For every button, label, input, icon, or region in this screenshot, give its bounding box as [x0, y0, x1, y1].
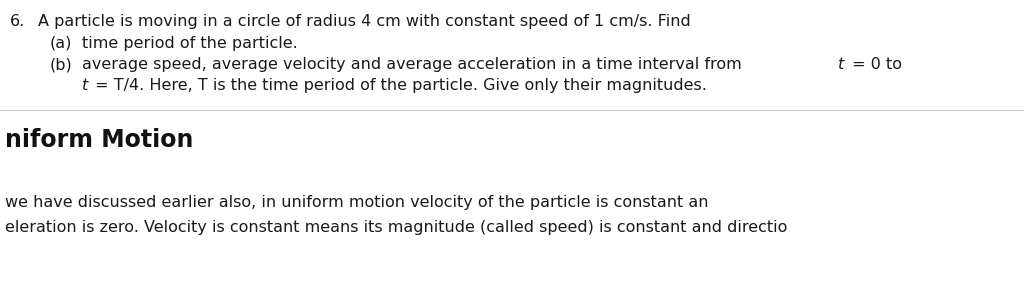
Text: A particle is moving in a circle of radius 4 cm with constant speed of 1 cm/s. F: A particle is moving in a circle of radi…: [38, 14, 691, 29]
Text: (b): (b): [50, 57, 73, 72]
Text: t: t: [838, 57, 844, 72]
Text: 6.: 6.: [10, 14, 26, 29]
Text: average speed, average velocity and average acceleration in a time interval from: average speed, average velocity and aver…: [82, 57, 746, 72]
Text: we have discussed earlier also, in uniform motion velocity of the particle is co: we have discussed earlier also, in unifo…: [5, 195, 709, 210]
Text: eleration is zero. Velocity is constant means its magnitude (called speed) is co: eleration is zero. Velocity is constant …: [5, 220, 787, 235]
Text: niform Motion: niform Motion: [5, 128, 194, 152]
Text: = 0 to: = 0 to: [847, 57, 902, 72]
Text: = T/4. Here, T is the time period of the particle. Give only their magnitudes.: = T/4. Here, T is the time period of the…: [90, 78, 707, 93]
Text: (a): (a): [50, 36, 73, 51]
Text: t: t: [82, 78, 88, 93]
Text: time period of the particle.: time period of the particle.: [82, 36, 298, 51]
